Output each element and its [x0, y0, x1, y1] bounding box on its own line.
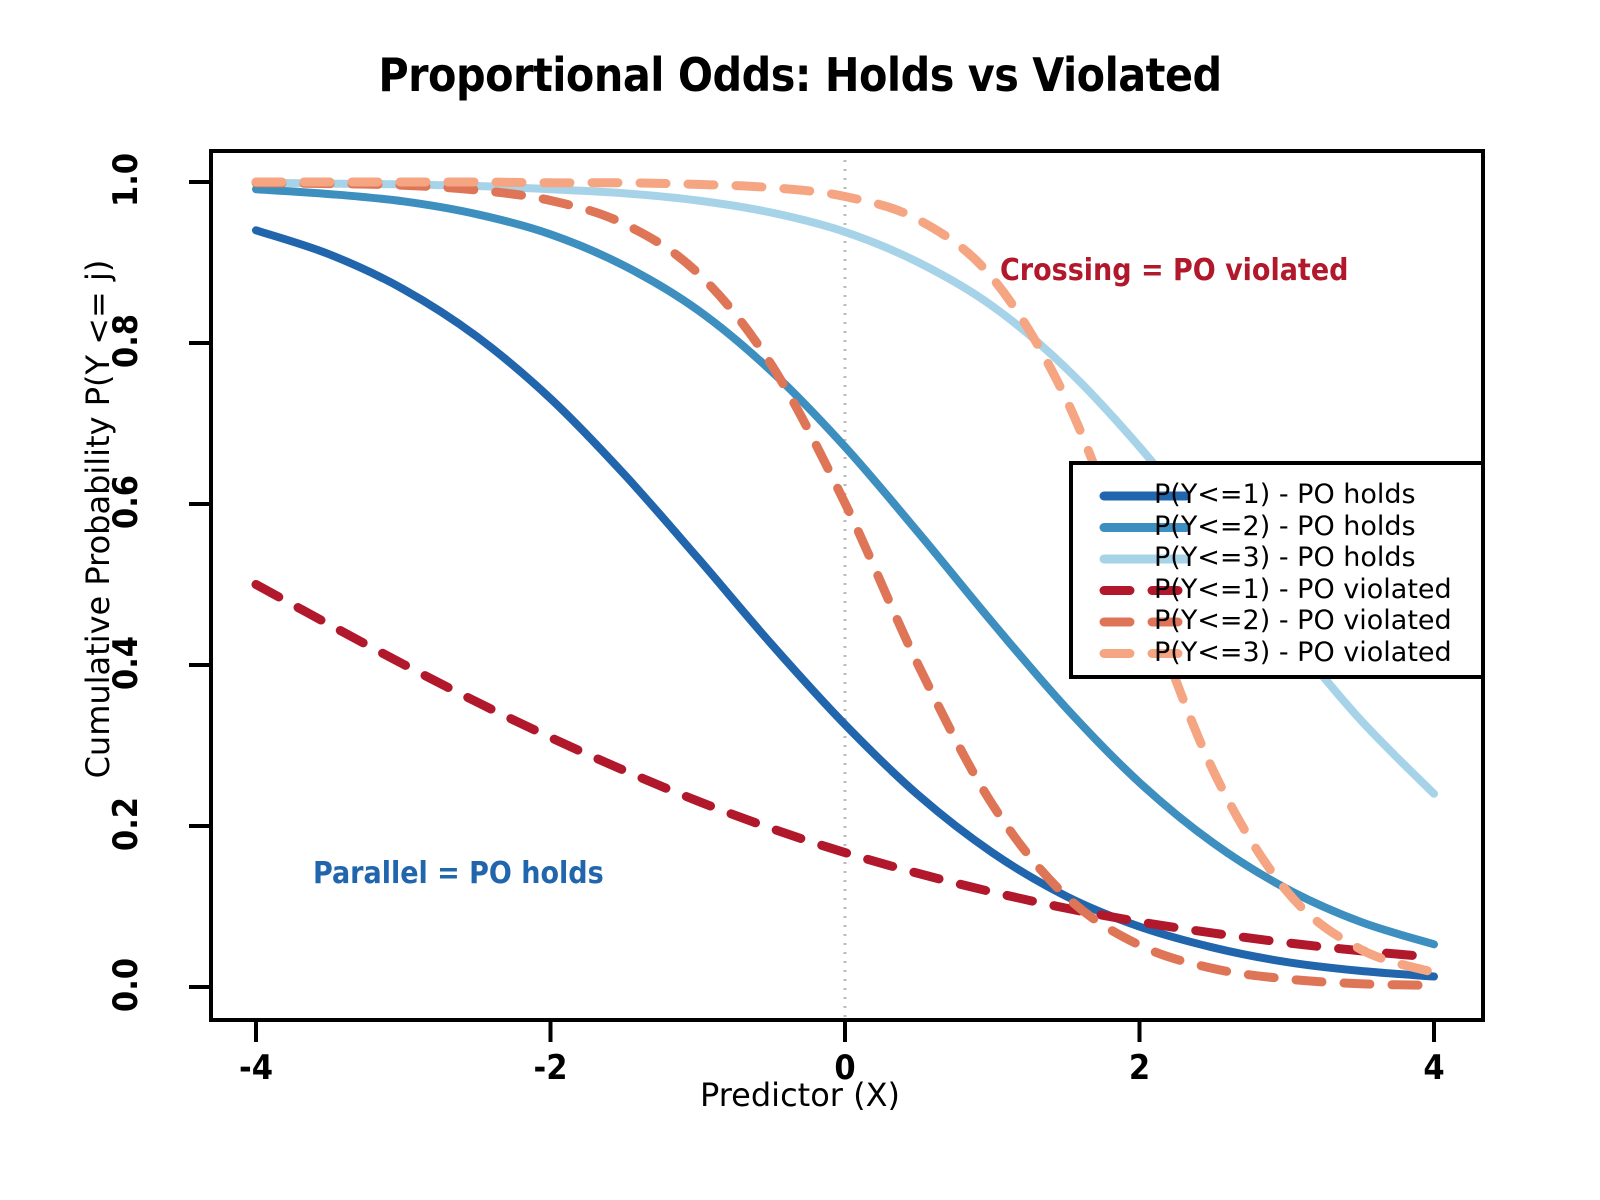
x-tick-label: 0: [834, 1048, 856, 1088]
series-line-6: [251, 177, 1439, 978]
legend-label-5: P(Y<=2) - PO violated: [1154, 605, 1452, 636]
legend-label-2: P(Y<=2) - PO holds: [1154, 510, 1416, 542]
x-axis-title: Predictor (X): [699, 1076, 900, 1114]
legend-label-1: P(Y<=1) - PO holds: [1154, 479, 1416, 510]
legend-label-6: P(Y<=3) - PO violated: [1154, 636, 1452, 668]
y-tick-label: 0.6: [106, 474, 146, 530]
series-line-5: [251, 178, 1439, 990]
annotation-po-holds: Parallel = PO holds: [313, 856, 604, 891]
series-line-1: [252, 226, 1438, 981]
x-tick-label: -2: [533, 1048, 568, 1088]
x-tick-label: 2: [1128, 1048, 1151, 1088]
y-tick-label: 0.2: [106, 796, 146, 852]
page-title: Proportional Odds: Holds vs Violated: [378, 48, 1222, 102]
legend-label-4: P(Y<=1) - PO violated: [1154, 573, 1452, 605]
y-tick-label: 1.0: [106, 152, 146, 208]
y-tick-label: 0.4: [106, 635, 146, 691]
x-tick-label: -4: [239, 1048, 273, 1088]
legend-label-3: P(Y<=3) - PO holds: [1154, 542, 1416, 573]
x-tick-label: 4: [1423, 1048, 1445, 1088]
y-tick-label: 0.0: [106, 957, 146, 1013]
y-tick-label: 0.8: [106, 313, 146, 369]
series-line-4: [251, 580, 1439, 962]
annotation-po-violated: Crossing = PO violated: [1000, 253, 1349, 288]
series-line-2: [252, 185, 1438, 949]
